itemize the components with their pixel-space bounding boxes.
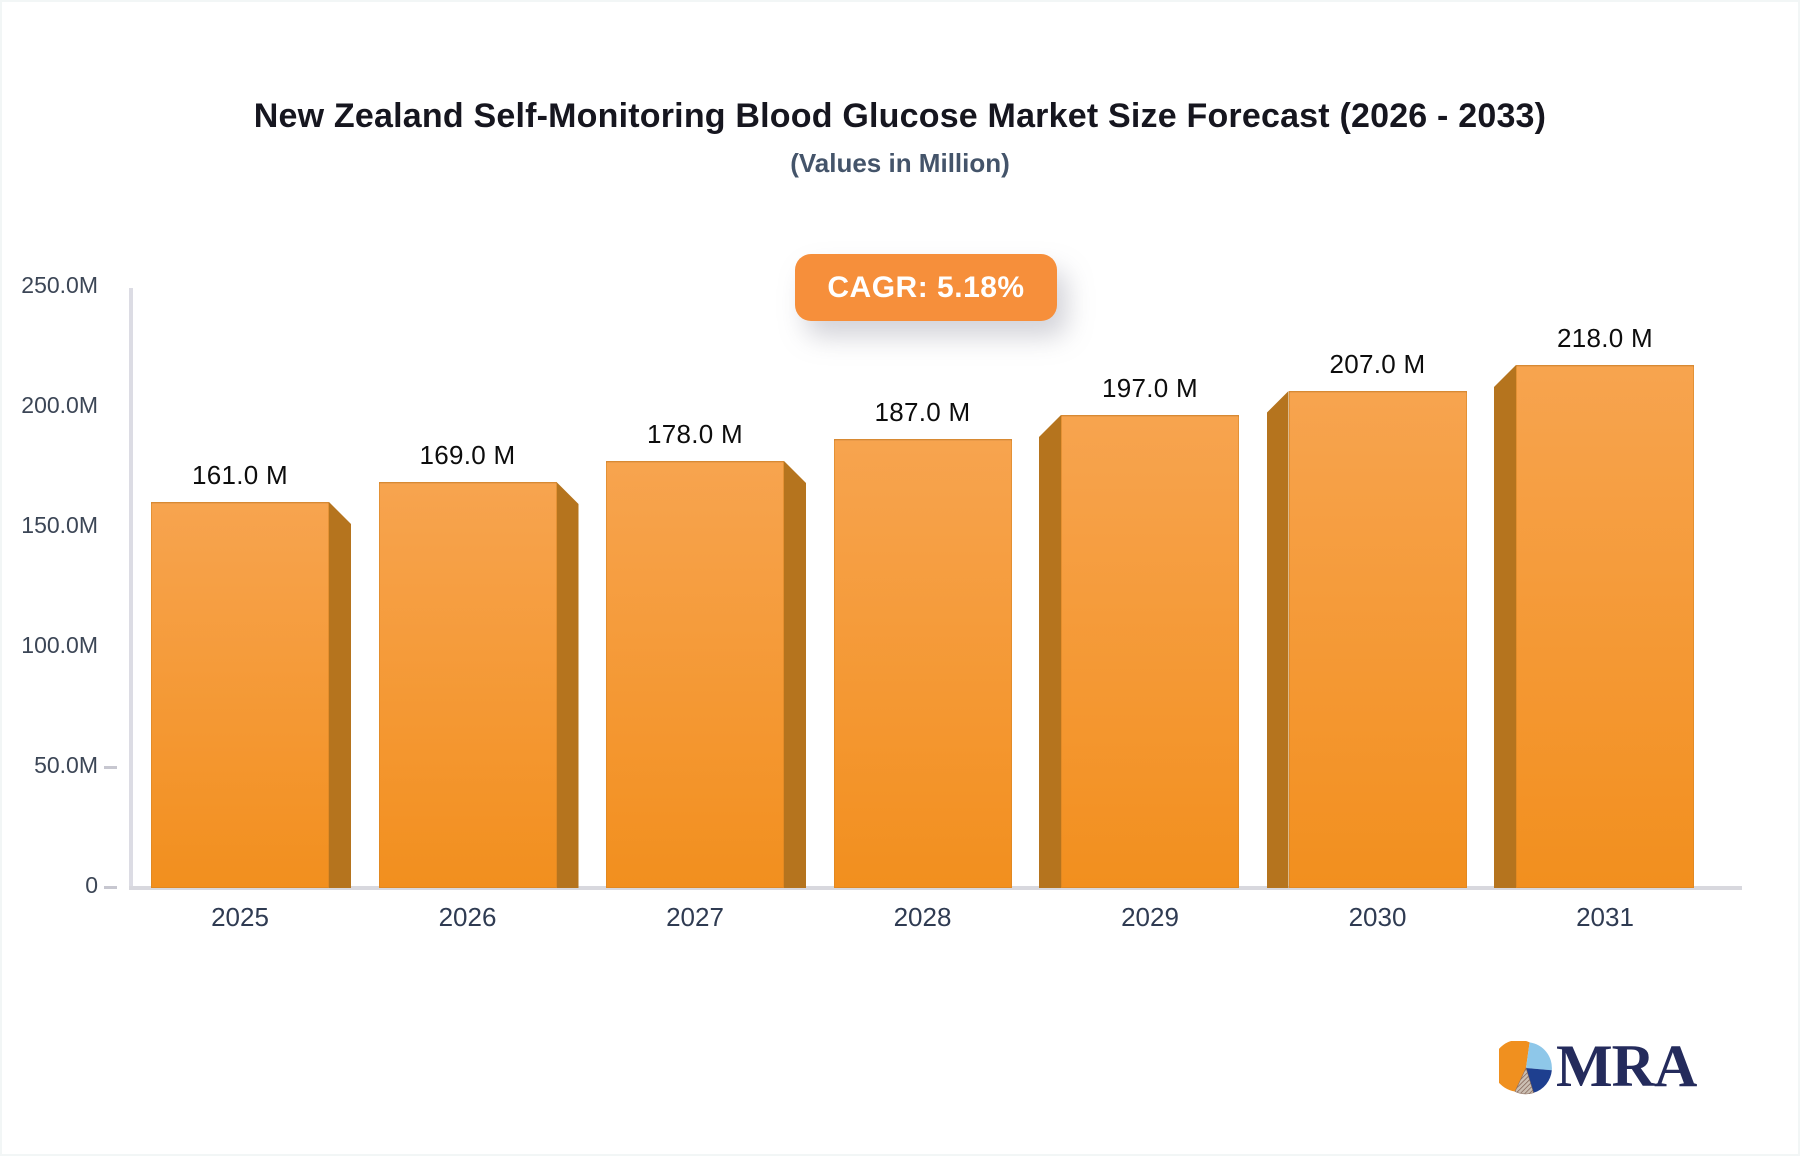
x-tick-label: 2030 xyxy=(1348,902,1407,932)
x-tick-label: 2028 xyxy=(893,902,952,932)
bar xyxy=(1288,391,1467,888)
y-tick-dash xyxy=(104,886,117,889)
y-tick-dash xyxy=(104,766,117,769)
bar-side-face xyxy=(784,461,806,888)
y-tick-label: 200.0M xyxy=(21,392,98,418)
bar xyxy=(1516,365,1694,888)
x-tick-label: 2031 xyxy=(1576,902,1634,932)
bar xyxy=(151,502,329,888)
bar xyxy=(833,439,1012,888)
cagr-badge-label: CAGR: 5.18% xyxy=(827,270,1025,304)
chart-subtitle: (Values in Million) xyxy=(790,148,1010,178)
y-tick-label: 50.0M xyxy=(34,752,98,778)
bar-side-face xyxy=(1039,415,1061,888)
chart-title: New Zealand Self-Monitoring Blood Glucos… xyxy=(253,97,1547,135)
bar-side-face xyxy=(329,502,351,888)
bar-value-label: 169.0 M xyxy=(419,440,516,470)
bar-value-label: 197.0 M xyxy=(1101,373,1199,403)
bar-value-label: 218.0 M xyxy=(1556,323,1654,353)
bar xyxy=(378,482,557,888)
y-axis-line xyxy=(129,288,133,888)
logo-text: MRA xyxy=(1556,1033,1697,1099)
y-tick-label: 100.0M xyxy=(21,632,98,658)
y-tick-label: 150.0M xyxy=(21,512,98,538)
x-tick-label: 2027 xyxy=(666,902,724,932)
x-axis-line xyxy=(129,886,1742,890)
bar-side-face xyxy=(556,482,579,888)
bar-value-label: 207.0 M xyxy=(1329,349,1426,379)
company-logo[interactable]: MRA xyxy=(1499,1030,1697,1106)
y-tick-label: 250.0M xyxy=(21,272,98,298)
bar xyxy=(606,461,784,888)
bar-value-label: 178.0 M xyxy=(646,419,744,449)
x-tick-label: 2026 xyxy=(438,902,497,932)
bar-side-face xyxy=(1494,365,1516,888)
y-tick-label: 0 xyxy=(85,872,98,898)
cagr-badge: CAGR: 5.18% xyxy=(795,254,1057,321)
bar-side-face xyxy=(1266,391,1289,888)
bar xyxy=(1061,415,1239,888)
pie-chart-logo-icon xyxy=(1499,1041,1552,1095)
bar-value-label: 161.0 M xyxy=(191,460,289,490)
x-tick-label: 2025 xyxy=(211,902,269,932)
bar-value-label: 187.0 M xyxy=(874,397,971,427)
x-tick-label: 2029 xyxy=(1121,902,1179,932)
